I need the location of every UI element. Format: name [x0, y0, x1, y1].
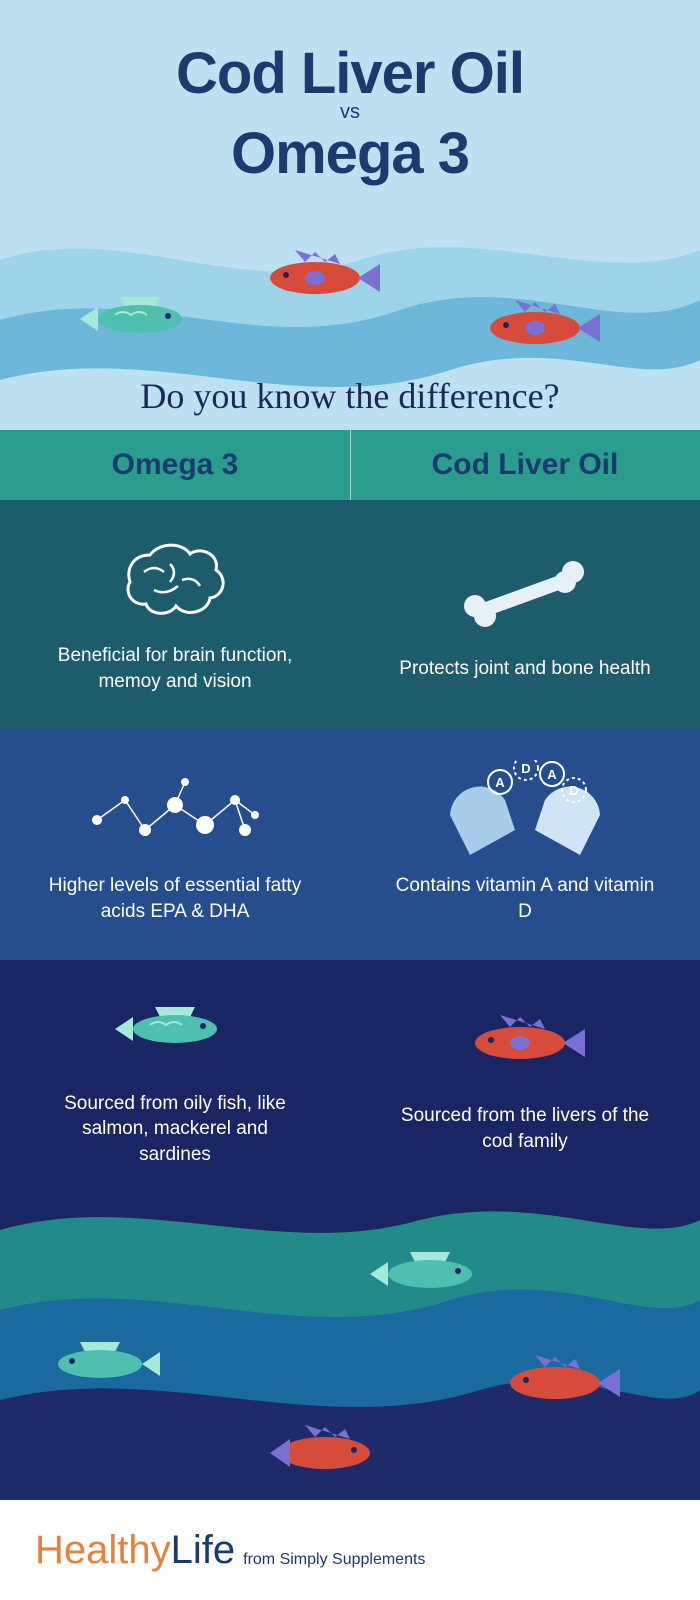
cell-text: Sourced from oily fish, like salmon, mac…: [45, 1091, 305, 1168]
title-block: Cod Liver Oil vs Omega 3: [0, 0, 700, 187]
vitamin-label: D: [521, 761, 530, 776]
title-line1: Cod Liver Oil: [0, 40, 700, 107]
table-row: Sourced from oily fish, like salmon, mac…: [0, 960, 700, 1190]
brain-icon: [120, 540, 230, 620]
bone-icon: [455, 558, 595, 628]
col-header-right: Cod Liver Oil: [350, 430, 700, 500]
table-row: Beneficial for brain function, memoy and…: [0, 500, 700, 730]
cell-omega3-fish: Sourced from oily fish, like salmon, mac…: [0, 960, 350, 1190]
cell-text: Higher levels of essential fatty acids E…: [45, 873, 305, 924]
cell-cod-fish: Sourced from the livers of the cod famil…: [350, 960, 700, 1190]
red-fish-icon: [260, 250, 380, 300]
cell-text: Sourced from the livers of the cod famil…: [395, 1103, 655, 1154]
brand-part1: Healthy: [35, 1528, 171, 1573]
red-fish-icon: [465, 1015, 585, 1065]
brand-sub: from Simply Supplements: [243, 1551, 425, 1569]
cell-text: Beneficial for brain function, memoy and…: [45, 643, 305, 694]
capsule-vitamins-icon: A D A D: [440, 760, 610, 860]
vitamin-label: A: [495, 775, 505, 790]
brand-part2: Life: [171, 1528, 236, 1573]
table-row: Higher levels of essential fatty acids E…: [0, 730, 700, 960]
red-fish-icon: [480, 300, 600, 350]
vitamin-label: A: [547, 767, 557, 782]
comparison-table: Omega 3 Cod Liver Oil Beneficial for bra…: [0, 430, 700, 1190]
teal-fish-icon: [40, 1340, 160, 1385]
cell-cod-vitamins: A D A D Contains vitamin A and vitamin D: [350, 730, 700, 960]
red-fish-icon: [270, 1425, 390, 1475]
cell-text: Contains vitamin A and vitamin D: [395, 873, 655, 924]
subtitle: Do you know the difference?: [0, 375, 700, 417]
teal-fish-icon: [370, 1250, 490, 1295]
red-fish-icon: [500, 1355, 620, 1405]
title-line2: Omega 3: [0, 120, 700, 187]
hero-section: Cod Liver Oil vs Omega 3 Do you know the…: [0, 0, 700, 430]
vitamin-label: D: [569, 783, 578, 798]
col-header-left: Omega 3: [0, 430, 350, 500]
cell-cod-bone: Protects joint and bone health: [350, 500, 700, 730]
teal-fish-icon: [80, 295, 200, 340]
molecule-icon: [85, 770, 265, 850]
cell-omega3-molecule: Higher levels of essential fatty acids E…: [0, 730, 350, 960]
footer-brand-bar: HealthyLife from Simply Supplements: [0, 1500, 700, 1600]
cell-text: Protects joint and bone health: [399, 656, 650, 682]
cell-omega3-brain: Beneficial for brain function, memoy and…: [0, 500, 350, 730]
footer-waves: [0, 1190, 700, 1510]
teal-fish-icon: [115, 1005, 235, 1050]
